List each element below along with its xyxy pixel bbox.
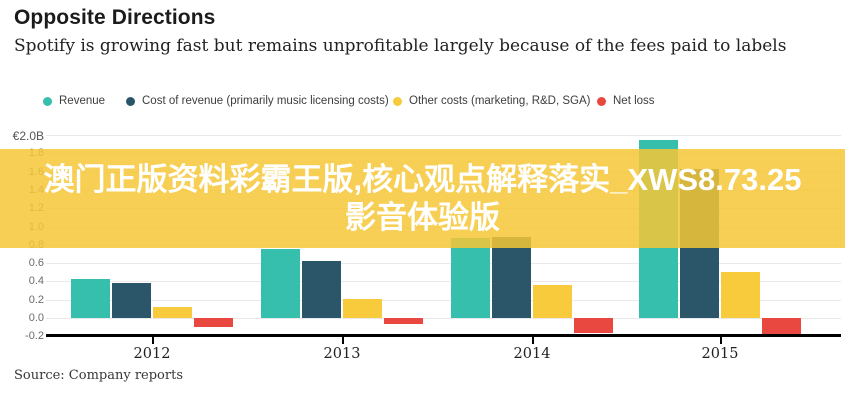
gridline-€2.0B — [46, 135, 841, 136]
legend-item-cost: Cost of revenue (primarily music licensi… — [126, 95, 389, 107]
gridline-0.4 — [46, 281, 841, 282]
bar-net-2015 — [762, 318, 801, 334]
bar-net-2014 — [574, 318, 613, 333]
bar-other-2013 — [343, 299, 382, 318]
x-axis-tick-2015 — [720, 337, 722, 344]
bar-other-2014 — [533, 285, 572, 318]
y-axis-label-€2.0B: €2.0B — [12, 129, 44, 143]
legend-item-revenue: Revenue — [43, 95, 105, 107]
bar-revenue-2012 — [71, 279, 110, 318]
overlay-banner: 澳门正版资料彩霸王版,核心观点解释落实_XWS8.73.25 影音体验版 — [0, 149, 845, 248]
x-axis-tick-2012 — [152, 337, 154, 344]
legend-color-dot — [393, 96, 402, 106]
y-axis-label-0.0: 0.0 — [28, 312, 44, 324]
y-axis-label-0.4: 0.4 — [28, 275, 44, 287]
legend-color-dot — [597, 96, 606, 106]
gridline-0.2 — [46, 300, 841, 301]
x-axis-tick-2014 — [532, 337, 534, 344]
legend-item-other: Other costs (marketing, R&D, SGA) — [393, 95, 591, 107]
legend-color-dot — [43, 96, 52, 106]
y-axis-label--0.2: -0.2 — [25, 330, 44, 342]
legend-label: Revenue — [59, 95, 106, 107]
bar-net-2013 — [384, 318, 423, 324]
chart-subtitle: Spotify is growing fast but remains unpr… — [14, 36, 787, 56]
x-axis-label-2015: 2015 — [701, 346, 739, 362]
bar-cost-2014 — [492, 237, 531, 318]
y-axis-label-0.2: 0.2 — [28, 294, 44, 306]
bar-net-2012 — [194, 318, 233, 327]
gridline-0.0 — [46, 318, 841, 319]
legend-label: Cost of revenue (primarily music licensi… — [142, 95, 389, 107]
bar-cost-2013 — [302, 261, 341, 318]
source-note: Source: Company reports — [14, 368, 183, 383]
bar-other-2015 — [721, 272, 760, 318]
overlay-banner-text-line2: 影音体验版 — [345, 199, 500, 235]
x-axis-label-2012: 2012 — [133, 346, 171, 362]
page-title: Opposite Directions — [14, 6, 216, 29]
bar-revenue-2014 — [451, 238, 490, 318]
gridline-0.6 — [46, 263, 841, 264]
x-axis-label-2014: 2014 — [513, 346, 551, 362]
legend-label: Other costs (marketing, R&D, SGA) — [409, 95, 591, 107]
x-axis-line — [46, 334, 841, 337]
x-axis-tick-2013 — [342, 337, 344, 344]
bar-cost-2012 — [112, 283, 151, 318]
overlay-banner-text-line1: 澳门正版资料彩霸王版,核心观点解释落实_XWS8.73.25 — [43, 161, 802, 197]
bar-other-2012 — [153, 307, 192, 318]
bar-revenue-2013 — [261, 249, 300, 318]
x-axis-label-2013: 2013 — [323, 346, 361, 362]
legend-label: Net loss — [613, 95, 655, 107]
legend-item-net: Net loss — [597, 95, 655, 107]
legend-color-dot — [126, 96, 135, 106]
y-axis-label-0.6: 0.6 — [28, 257, 44, 269]
